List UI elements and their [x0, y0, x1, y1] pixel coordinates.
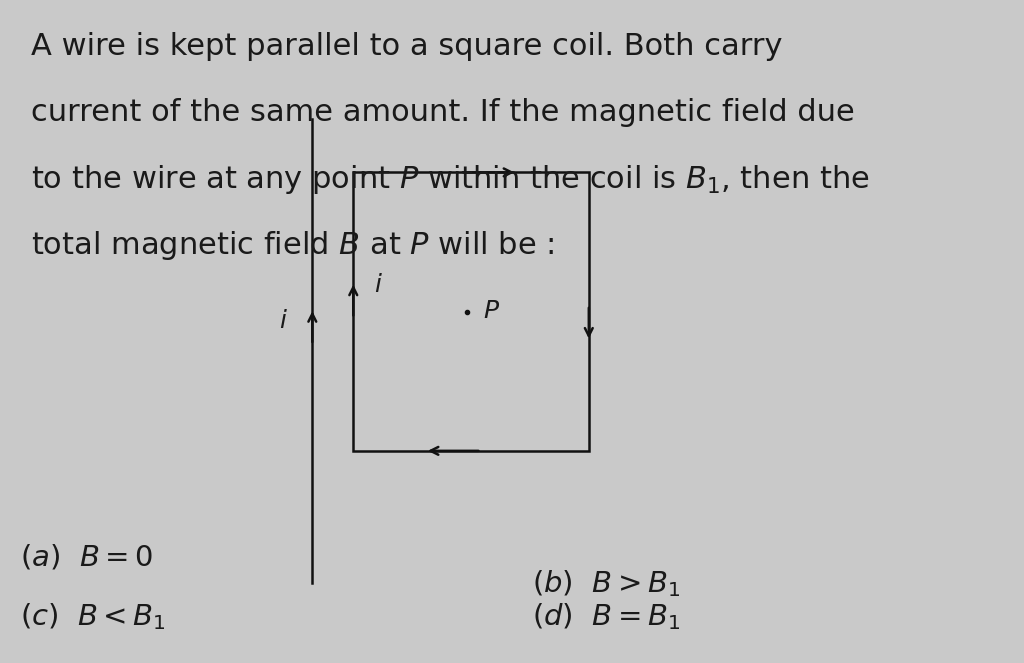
Text: $(a)$  $B = 0$: $(a)$ $B = 0$	[20, 542, 154, 572]
Text: $P$: $P$	[483, 300, 500, 323]
Text: $(b)$  $B > B_1$: $(b)$ $B > B_1$	[532, 568, 681, 599]
Text: $i$: $i$	[375, 274, 383, 296]
Bar	[353, 172, 589, 451]
Text: current of the same amount. If the magnetic field due: current of the same amount. If the magne…	[31, 98, 854, 127]
Text: to the wire at any point $P$ within the coil is $B_1$, then the: to the wire at any point $P$ within the …	[31, 162, 869, 196]
Text: $(d)$  $B = B_1$: $(d)$ $B = B_1$	[532, 601, 681, 632]
Text: $(c)$  $B < B_1$: $(c)$ $B < B_1$	[20, 601, 167, 632]
Text: $i$: $i$	[280, 310, 288, 333]
Text: A wire is kept parallel to a square coil. Both carry: A wire is kept parallel to a square coil…	[31, 32, 782, 61]
Text: total magnetic field $B$ at $P$ will be :: total magnetic field $B$ at $P$ will be …	[31, 229, 554, 262]
